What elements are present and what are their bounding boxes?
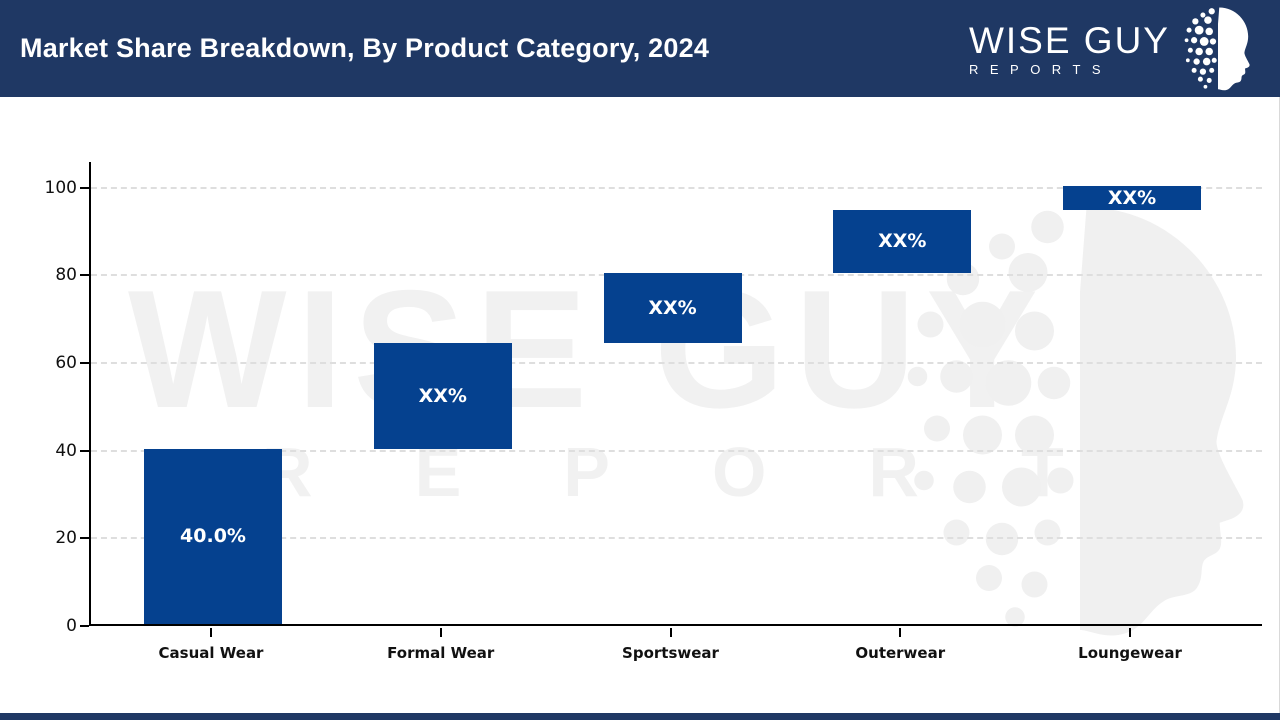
page-title: Market Share Breakdown, By Product Categ… (20, 33, 710, 63)
bar-outerwear: XX% (833, 209, 972, 274)
bar-value-label: XX% (878, 230, 927, 253)
y-tick-mark-60 (80, 361, 89, 364)
watermark-wordmark: WISE GUY (128, 255, 1049, 443)
logo-wordmark: WISE GUY (968, 19, 1170, 61)
y-tick-label-60: 60 (55, 352, 77, 373)
y-tick-label-40: 40 (55, 440, 77, 461)
y-tick-mark-0 (80, 625, 89, 627)
gridline-60 (91, 361, 1262, 364)
y-tick-mark-20 (80, 537, 89, 540)
x-category-label-sportswear: Sportswear (622, 644, 719, 662)
bar-sportswear: XX% (603, 273, 742, 344)
bar-value-label: XX% (418, 384, 467, 407)
y-tick-label-80: 80 (55, 265, 77, 286)
bar-formal-wear: XX% (373, 343, 512, 449)
y-tick-mark-100 (80, 186, 89, 189)
gridline-100 (91, 186, 1262, 189)
bar-casual-wear: 40.0% (144, 448, 282, 624)
header-banner: Market Share Breakdown, By Product Categ… (0, 0, 1280, 97)
wise-guy-logo: WISE GUY REPORTS (969, 5, 1262, 93)
x-tick-mark-1 (439, 628, 442, 637)
bar-value-label: 40.0% (180, 525, 246, 548)
footer-bar (0, 713, 1280, 720)
gridline-40 (91, 449, 1262, 452)
gridline-20 (91, 537, 1262, 540)
bar-value-label: XX% (1107, 186, 1157, 209)
y-tick-mark-40 (80, 449, 89, 452)
x-tick-mark-3 (899, 628, 902, 637)
x-category-label-outerwear: Outerwear (855, 644, 946, 662)
y-tick-label-100: 100 (44, 177, 77, 198)
plot-area: 40.0% XX% XX% XX% XX% (89, 162, 1262, 626)
logo-head-icon (1174, 5, 1262, 93)
y-tick-label-20: 20 (55, 528, 77, 549)
x-tick-mark-2 (669, 628, 672, 637)
x-tick-mark-0 (210, 628, 212, 637)
chart-region: WISE GUY R E P O R T S 40.0% XX% XX% XX% XX%… (0, 97, 1280, 713)
logo-text: WISE GUY REPORTS (969, 22, 1170, 76)
bar-value-label: XX% (648, 297, 697, 320)
x-tick-mark-4 (1129, 628, 1131, 637)
bar-loungewear: XX% (1063, 185, 1201, 210)
y-tick-label-0: 0 (66, 616, 77, 636)
x-category-label-casual-wear: Casual Wear (158, 644, 264, 662)
y-tick-mark-80 (80, 274, 89, 277)
x-category-label-formal-wear: Formal Wear (387, 644, 495, 662)
logo-subtitle: REPORTS (968, 61, 1113, 77)
x-category-label-loungewear: Loungewear (1078, 644, 1182, 662)
